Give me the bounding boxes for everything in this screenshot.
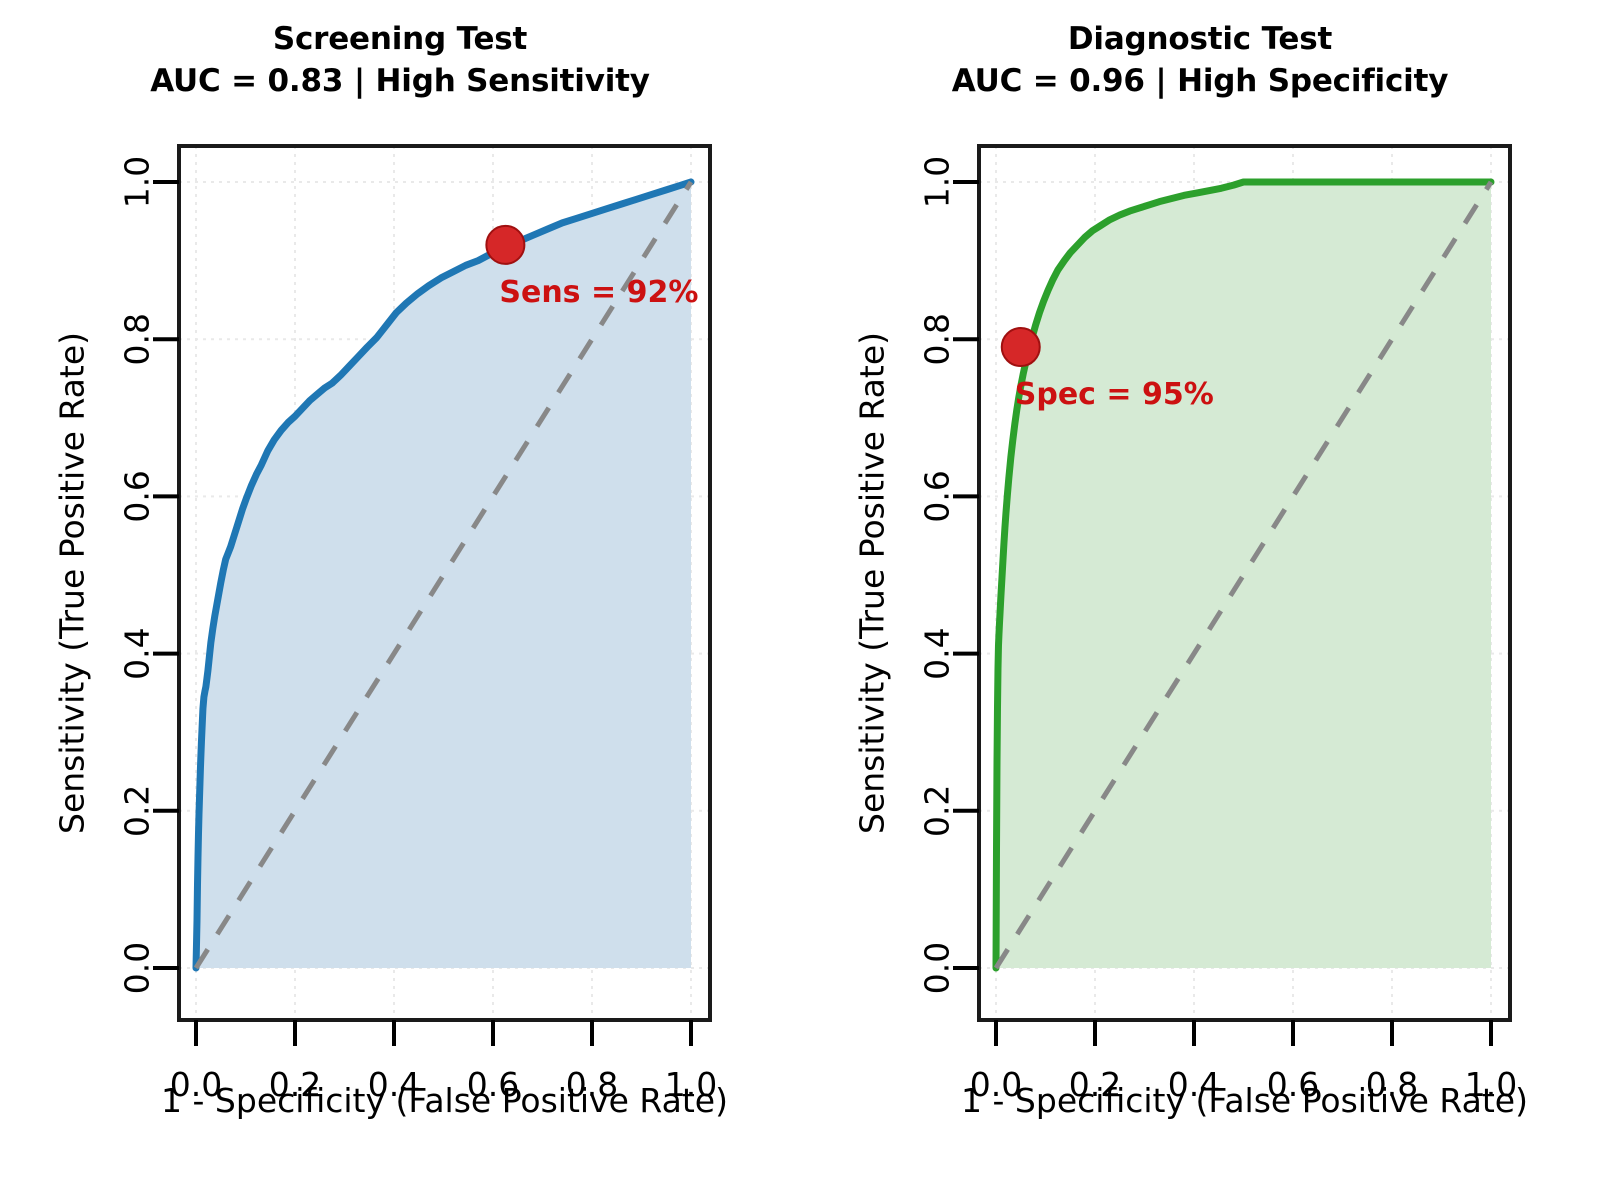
xtick-label: 0.8 bbox=[1366, 1065, 1418, 1104]
operating-point-label: Spec = 95% bbox=[1015, 377, 1214, 412]
xtick-label: 0.4 bbox=[368, 1065, 420, 1104]
panel-diagnostic: Diagnostic Test AUC = 0.96 | High Specif… bbox=[800, 0, 1600, 1200]
panel-screening: Screening Test AUC = 0.83 | High Sensiti… bbox=[53, 21, 728, 1120]
xtick-label: 0.6 bbox=[1267, 1065, 1319, 1104]
ytick-label: 0.8 bbox=[918, 313, 957, 365]
axis-ticks bbox=[153, 180, 693, 1046]
xtick-label: 0.6 bbox=[467, 1065, 519, 1104]
roc-curve-line bbox=[992, 178, 1495, 972]
xtick-label: 1.0 bbox=[1465, 1065, 1517, 1104]
xtick-label: 1.0 bbox=[665, 1065, 717, 1104]
plot-area-diagnostic: 0.0 0.2 0.4 0.6 0.8 1.00.00.20.40.60.81.01 - … bbox=[853, 144, 1528, 1120]
ytick-label: 1.0 bbox=[118, 156, 157, 208]
ytick-label: 0.2 bbox=[118, 785, 157, 837]
ytick-label: 0.4 bbox=[918, 627, 957, 679]
ytick-label: 0.6 bbox=[118, 470, 157, 522]
xtick-label: 0.2 bbox=[1069, 1065, 1121, 1104]
operating-point-marker bbox=[1000, 327, 1041, 368]
operating-point-label: Sens = 92% bbox=[499, 275, 698, 310]
y-axis-title: Sensitivity (True Positive Rate) bbox=[53, 332, 92, 834]
ytick-label: 0.0 bbox=[918, 942, 957, 994]
operating-point-marker bbox=[485, 224, 526, 265]
ytick-label: 0.8 bbox=[118, 313, 157, 365]
xtick-label: 0.0 bbox=[970, 1065, 1022, 1104]
xtick-label: 0.0 bbox=[170, 1065, 222, 1104]
xtick-label: 0.4 bbox=[1168, 1065, 1220, 1104]
plot-box-border bbox=[177, 144, 712, 1022]
plot-box-border bbox=[977, 144, 1512, 1022]
chance-reference-line bbox=[993, 180, 1494, 970]
axis-ticks bbox=[953, 180, 1493, 1046]
xtick-label: 0.8 bbox=[566, 1065, 618, 1104]
plot-area-screening: 0.0 0.2 0.4 0.6 0.8 1.00.00.20.40.60.81.01 - … bbox=[53, 144, 728, 1120]
x-axis-title: 1 - Specificity (False Positive Rate) bbox=[161, 1081, 728, 1120]
chance-reference-line bbox=[193, 180, 694, 970]
y-axis-title: Sensitivity (True Positive Rate) bbox=[853, 332, 892, 834]
panel-title-screening: Screening Test AUC = 0.83 | High Sensiti… bbox=[150, 21, 650, 100]
ytick-label: 0.4 bbox=[118, 627, 157, 679]
ytick-label: 0.2 bbox=[918, 785, 957, 837]
ytick-label: 0.6 bbox=[918, 470, 957, 522]
x-axis-title: 1 - Specificity (False Positive Rate) bbox=[961, 1081, 1528, 1120]
ytick-label: 1.0 bbox=[918, 156, 957, 208]
panel-title-diagnostic: Diagnostic Test AUC = 0.96 | High Specif… bbox=[951, 21, 1449, 100]
ytick-label: 0.0 bbox=[118, 942, 157, 994]
xtick-label: 0.2 bbox=[269, 1065, 321, 1104]
